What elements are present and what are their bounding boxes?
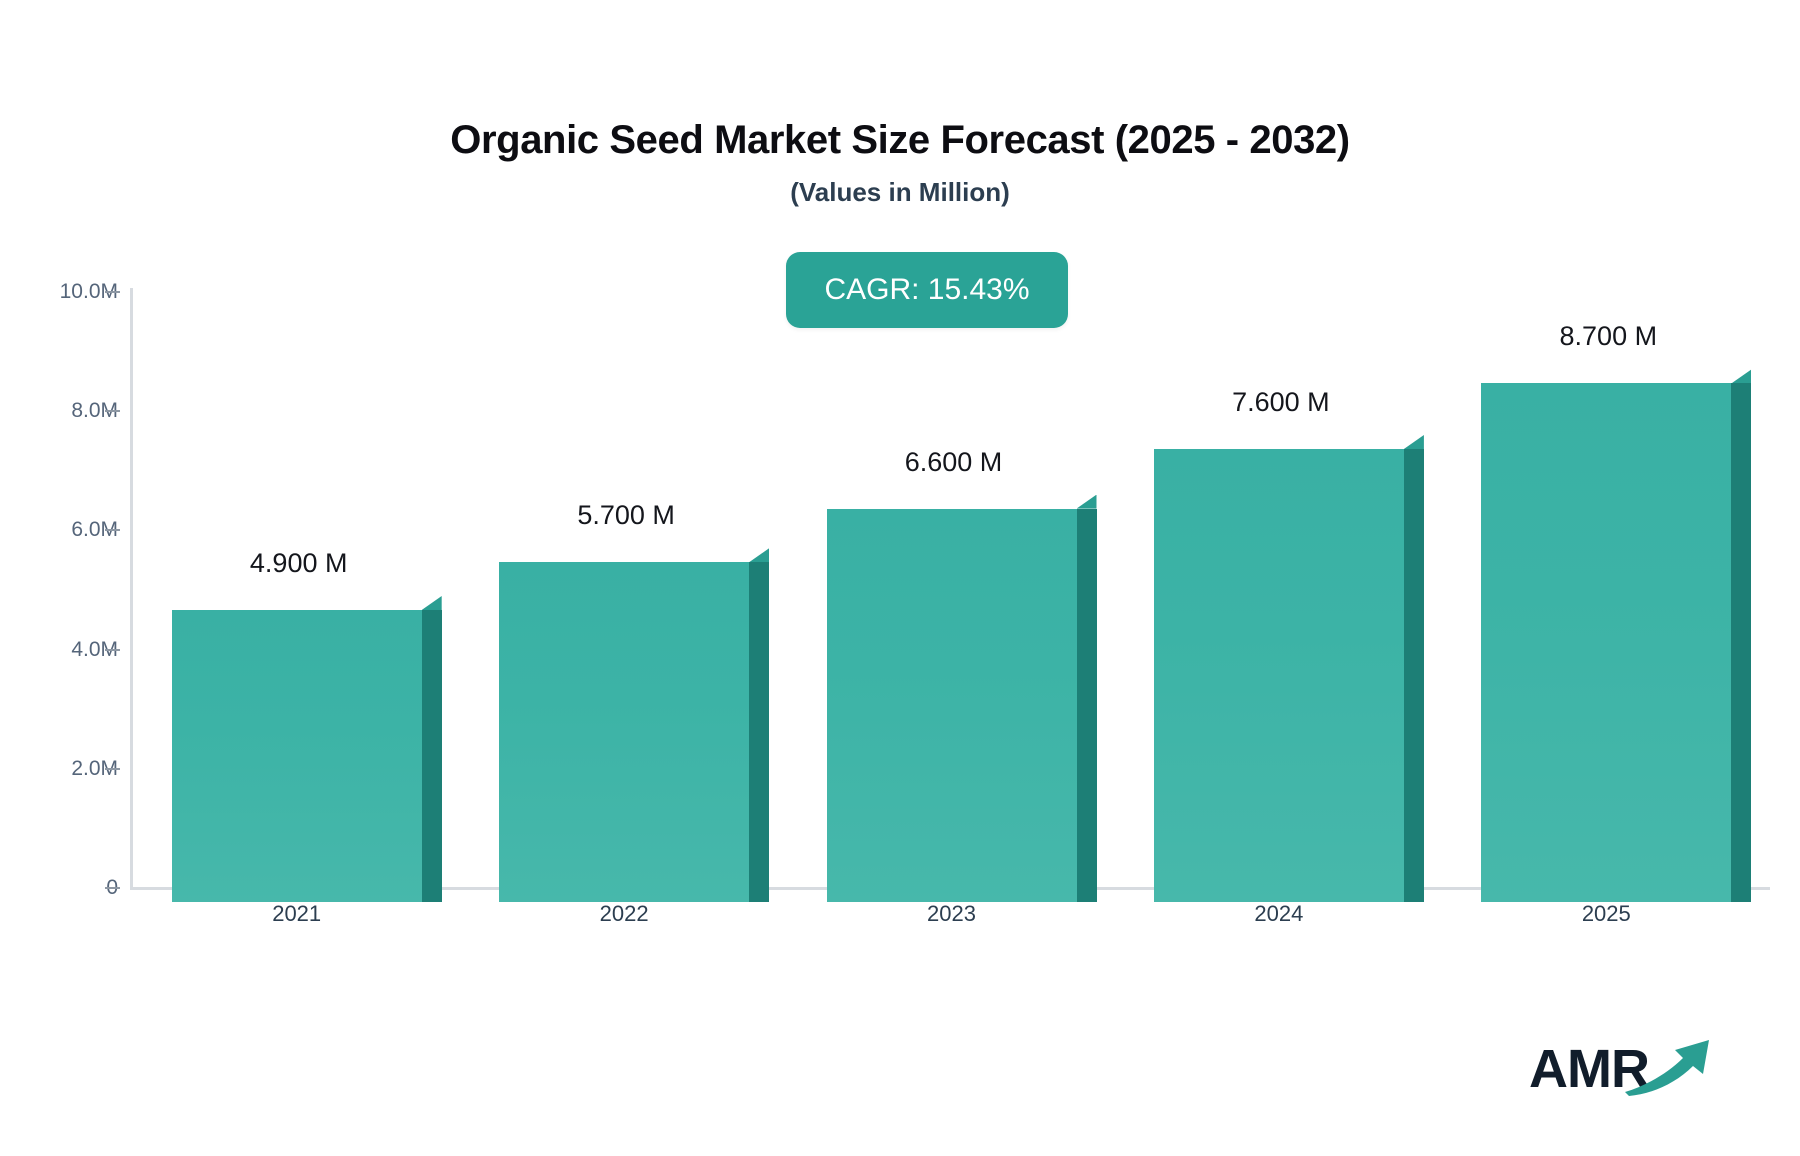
bar-value-label: 6.600 M xyxy=(904,446,1003,477)
x-axis-tick-label: 2025 xyxy=(1581,901,1631,926)
y-axis-tick-mark xyxy=(105,767,120,770)
bar-side-face xyxy=(1076,508,1097,902)
bar-2024[interactable] xyxy=(1153,435,1424,902)
bar-side-face xyxy=(1731,383,1752,902)
y-axis-line xyxy=(130,288,133,890)
bar-value-label: 8.700 M xyxy=(1559,321,1658,352)
bar-front-face xyxy=(171,609,422,902)
bar-2022[interactable] xyxy=(499,548,770,902)
bar-top-face xyxy=(749,548,770,563)
y-axis-tick-mark xyxy=(105,529,120,532)
bar-2023[interactable] xyxy=(826,494,1097,902)
bar-top-face xyxy=(421,595,442,610)
bar-value-label: 7.600 M xyxy=(1232,387,1330,418)
chart-subtitle: (Values in Million) xyxy=(790,177,1010,207)
bar-side-face xyxy=(421,609,442,902)
y-axis-tick-mark xyxy=(105,887,120,889)
growth-arrow-icon xyxy=(1625,1040,1709,1096)
y-axis-tick-label: 8.0M xyxy=(71,399,118,423)
chart-title: Organic Seed Market Size Forecast (2025 … xyxy=(450,118,1350,162)
bar-front-face xyxy=(1153,449,1404,902)
x-axis-tick-label: 2022 xyxy=(599,901,649,926)
y-axis-tick-label: 10.0M xyxy=(59,280,118,303)
bar-front-face xyxy=(826,508,1077,902)
bar-front-face xyxy=(1481,383,1732,902)
y-axis-tick-label: 0 xyxy=(0,876,118,900)
bar-side-face xyxy=(1403,449,1424,902)
bar-front-face xyxy=(499,562,750,902)
y-axis-tick-mark xyxy=(105,410,120,413)
bar-top-face xyxy=(1076,494,1097,509)
bar-2021[interactable] xyxy=(171,595,442,902)
bar-value-label: 4.900 M xyxy=(249,547,348,578)
y-axis-tick-label: 4.0M xyxy=(71,637,118,661)
y-axis-tick-label: 6.0M xyxy=(71,518,118,542)
y-axis-tick-mark xyxy=(105,648,120,651)
x-axis-tick-label: 2021 xyxy=(272,901,322,926)
y-axis-tick-label: 2.0M xyxy=(71,756,118,780)
bar-value-label: 5.700 M xyxy=(577,500,675,531)
cagr-badge: CAGR: 15.43% xyxy=(786,252,1068,328)
amr-logo-text: AMR xyxy=(1529,1039,1650,1099)
cagr-badge-label: CAGR: 15.43% xyxy=(824,273,1030,306)
x-axis-tick-label: 2024 xyxy=(1254,901,1304,926)
bar-top-face xyxy=(1403,435,1424,450)
bar-2025[interactable] xyxy=(1481,369,1752,902)
bar-side-face xyxy=(749,562,770,902)
y-axis-tick-mark xyxy=(105,291,120,293)
amr-logo: AMR xyxy=(1529,1040,1709,1112)
x-axis-tick-label: 2023 xyxy=(927,901,976,926)
bar-top-face xyxy=(1731,369,1752,384)
